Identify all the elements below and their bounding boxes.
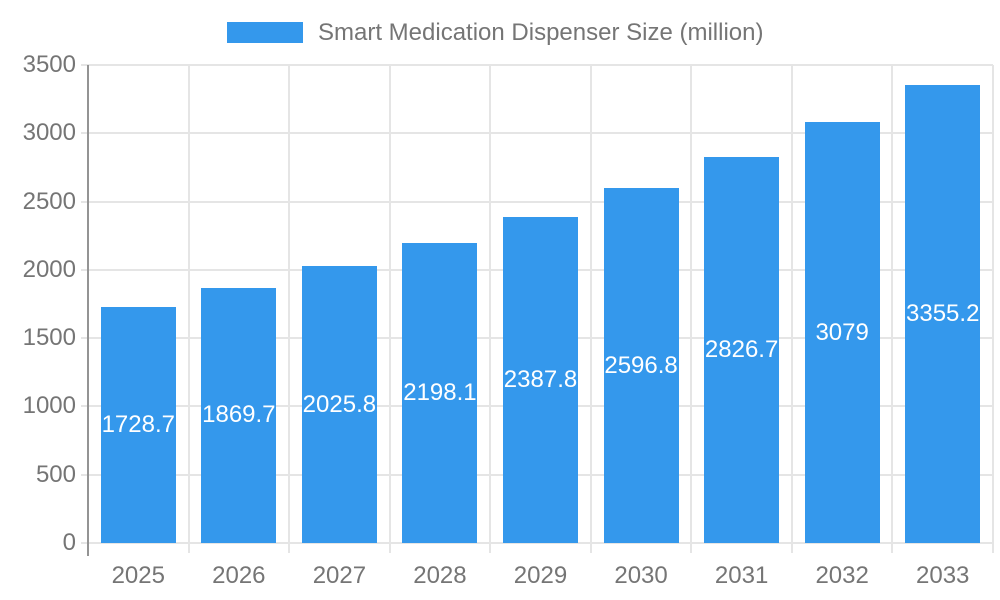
bar-2028[interactable] [402, 242, 478, 543]
y-axis-tick-label: 2000 [22, 255, 76, 283]
bar-value-label: 2596.8 [604, 351, 678, 379]
x-axis-tick-label: 2027 [312, 562, 367, 589]
x-axis-tick-label: 2025 [111, 562, 165, 589]
x-axis-tick-label: 2032 [815, 562, 869, 589]
y-axis-tick-label: 3500 [22, 51, 76, 78]
vertical-gridline [388, 65, 391, 553]
x-axis-tick-label: 2030 [614, 562, 668, 589]
bar-value-label: 2826.7 [704, 335, 779, 363]
legend-label: Smart Medication Dispenser Size (million… [318, 19, 764, 46]
bar-2032[interactable] [804, 122, 880, 543]
y-axis-tick-label: 3000 [22, 119, 76, 147]
x-axis-tick-label: 2028 [413, 562, 467, 589]
bar-value-label: 3355.2 [906, 299, 980, 327]
bar-value-label: 2198.1 [403, 378, 477, 406]
vertical-gridline [489, 65, 492, 553]
vertical-gridline [288, 65, 291, 553]
bar-2025[interactable] [100, 306, 176, 543]
vertical-gridline [790, 65, 793, 553]
y-axis-tick-label: 500 [35, 460, 76, 488]
bar-value-label: 2387.8 [503, 365, 578, 393]
horizontal-gridline [81, 64, 993, 66]
vertical-gridline [992, 65, 994, 553]
y-axis-tick-label: 2500 [22, 187, 76, 215]
x-axis-tick-label: 2026 [212, 562, 266, 589]
horizontal-gridline [81, 542, 993, 544]
bar-2026[interactable] [201, 287, 277, 543]
vertical-gridline [187, 65, 190, 553]
x-axis-tick-label: 2033 [916, 562, 970, 589]
legend[interactable]: Smart Medication Dispenser Size (million… [227, 20, 763, 45]
horizontal-gridline [81, 200, 993, 203]
bar-2027[interactable] [301, 266, 377, 543]
horizontal-gridline [81, 132, 993, 135]
bar-value-label: 3079 [815, 318, 869, 346]
y-axis-tick-label: 0 [62, 529, 76, 556]
bar-2030[interactable] [603, 188, 679, 543]
bar-2029[interactable] [503, 216, 578, 543]
bar-2033[interactable] [905, 84, 981, 543]
legend-swatch [227, 22, 303, 43]
bar-2031[interactable] [704, 156, 780, 543]
vertical-gridline [690, 65, 693, 553]
bar-value-label: 1728.7 [101, 410, 175, 438]
y-axis-tick-label: 1500 [22, 324, 76, 352]
y-axis-tick-label: 1000 [22, 392, 76, 420]
bar-value-label: 2025.8 [302, 390, 377, 418]
y-axis-line [87, 65, 89, 556]
bar-value-label: 1869.7 [202, 401, 276, 429]
x-axis-tick-label: 2029 [513, 562, 568, 589]
vertical-gridline [891, 65, 894, 553]
x-axis-tick-label: 2031 [714, 562, 769, 589]
vertical-gridline [589, 65, 592, 553]
